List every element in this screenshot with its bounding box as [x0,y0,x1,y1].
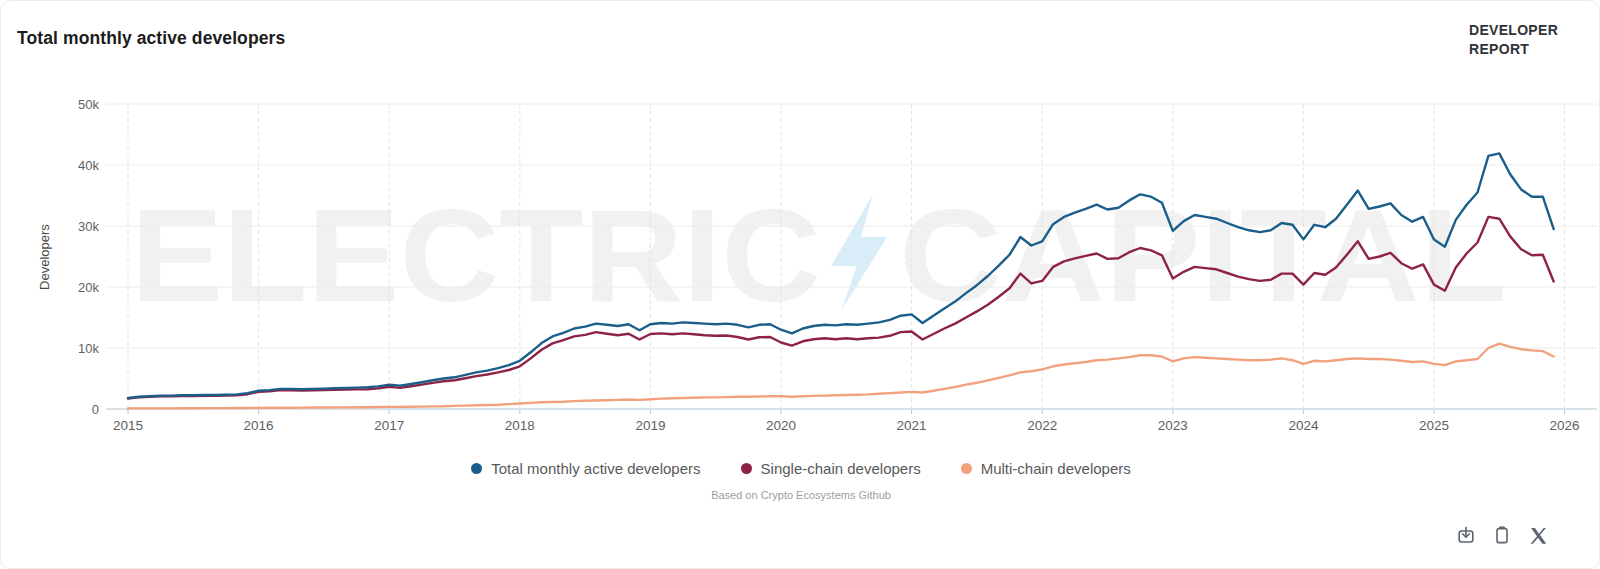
y-axis-label: Developers [37,224,52,290]
legend-dot-single-chain-icon [741,463,752,474]
svg-text:40k: 40k [78,158,99,173]
svg-text:10k: 10k [78,341,99,356]
svg-text:2016: 2016 [244,418,274,433]
copy-icon[interactable] [1491,524,1513,546]
svg-text:2019: 2019 [635,418,665,433]
legend-dot-total-icon [471,463,482,474]
legend-label-multi-chain: Multi-chain developers [981,460,1131,477]
chart-action-icons [1455,524,1549,546]
chart-legend: Total monthly active developers Single-c… [1,460,1600,477]
svg-text:0: 0 [92,402,99,417]
legend-item-total[interactable]: Total monthly active developers [471,460,700,477]
svg-text:2015: 2015 [113,418,143,433]
legend-label-single-chain: Single-chain developers [761,460,921,477]
svg-text:2026: 2026 [1550,418,1580,433]
legend-dot-multi-chain-icon [961,463,972,474]
chart-source-caption: Based on Crypto Ecosystems Github [1,489,1600,501]
svg-text:2018: 2018 [505,418,535,433]
chart-canvas[interactable]: ELECTRIC CAPITAL 0 10k 20k 30k 40k 50k 2015 2016 2… [1,1,1600,451]
svg-text:20k: 20k [78,280,99,295]
svg-text:2024: 2024 [1288,418,1319,433]
svg-text:30k: 30k [78,219,99,234]
svg-text:2017: 2017 [374,418,404,433]
svg-text:2021: 2021 [897,418,927,433]
download-icon[interactable] [1455,524,1477,546]
chart-card: Total monthly active developers DEVELOPE… [0,0,1600,569]
series-line[interactable] [128,344,1554,409]
x-icon[interactable] [1527,524,1549,546]
svg-text:2023: 2023 [1158,418,1188,433]
svg-text:2020: 2020 [766,418,796,433]
watermark-electric: ELECTRIC [131,182,821,329]
svg-text:50k: 50k [78,97,99,112]
legend-item-multi-chain[interactable]: Multi-chain developers [961,460,1131,477]
svg-text:2025: 2025 [1419,418,1449,433]
lightning-bolt-icon [831,194,887,311]
legend-item-single-chain[interactable]: Single-chain developers [741,460,921,477]
legend-label-total: Total monthly active developers [491,460,700,477]
watermark-capital: CAPITAL [899,182,1507,329]
svg-text:2022: 2022 [1027,418,1057,433]
